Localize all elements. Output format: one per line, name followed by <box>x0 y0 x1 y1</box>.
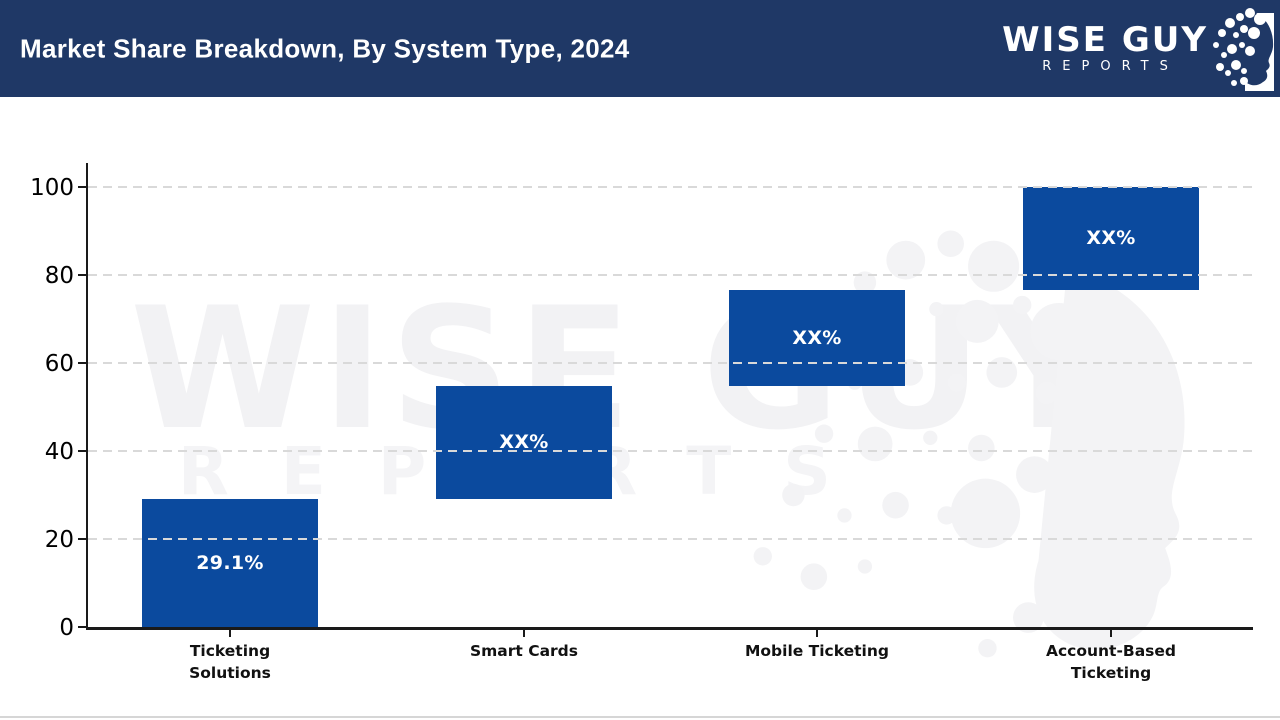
y-tick-label: 40 <box>44 439 74 465</box>
category-label: Account-Based Ticketing <box>1045 642 1177 682</box>
x-axis-line <box>86 627 1253 630</box>
logo-face-icon <box>1213 7 1274 91</box>
logo-wordmark: WISE GUY <box>1002 19 1208 60</box>
wiseguy-logo: WISE GUY REPORTS <box>1002 7 1274 91</box>
bar-segment: 29.1% <box>142 498 318 627</box>
watermark-wordmark: WISE GUY <box>130 271 1117 467</box>
bar-segment: XX% <box>436 385 612 499</box>
gridline <box>88 450 1253 452</box>
header-banner: Market Share Breakdown, By System Type, … <box>0 0 1280 97</box>
y-tick-label: 60 <box>44 351 74 377</box>
gridline <box>88 538 1253 540</box>
x-axis-tick <box>1110 630 1112 637</box>
y-axis-tick <box>78 362 86 364</box>
bottom-border-line <box>0 716 1280 718</box>
y-axis-tick <box>78 626 86 628</box>
bar-segment: XX% <box>729 289 905 386</box>
y-tick-label: 20 <box>44 527 74 553</box>
y-axis-tick <box>78 186 86 188</box>
y-axis-tick <box>78 450 86 452</box>
category-label: Smart Cards <box>469 642 579 660</box>
gridline <box>88 274 1253 276</box>
y-axis-tick <box>78 274 86 276</box>
bar-value-label: XX% <box>499 431 549 454</box>
bar-segment: XX% <box>1023 187 1199 290</box>
y-tick-label: 80 <box>44 263 74 289</box>
x-axis-tick <box>816 630 818 637</box>
bar-value-label: XX% <box>792 326 842 349</box>
y-tick-label: 0 <box>59 615 74 641</box>
bar-value-label: 29.1% <box>196 551 264 574</box>
chart-plot-area: WISE GUY REPORTS 02040608010029.1%Ticket… <box>0 97 1280 716</box>
bar-value-label: XX% <box>1086 227 1136 250</box>
y-axis-tick <box>78 538 86 540</box>
category-label: Ticketing Solutions <box>189 642 271 682</box>
logo-subtitle: REPORTS <box>1042 58 1179 74</box>
y-axis-line <box>86 163 88 630</box>
category-label: Mobile Ticketing <box>744 642 890 660</box>
x-axis-tick <box>523 630 525 637</box>
y-tick-label: 100 <box>30 175 74 201</box>
page-title: Market Share Breakdown, By System Type, … <box>20 33 630 63</box>
gridline <box>88 186 1253 188</box>
gridline <box>88 362 1253 364</box>
x-axis-tick <box>229 630 231 637</box>
